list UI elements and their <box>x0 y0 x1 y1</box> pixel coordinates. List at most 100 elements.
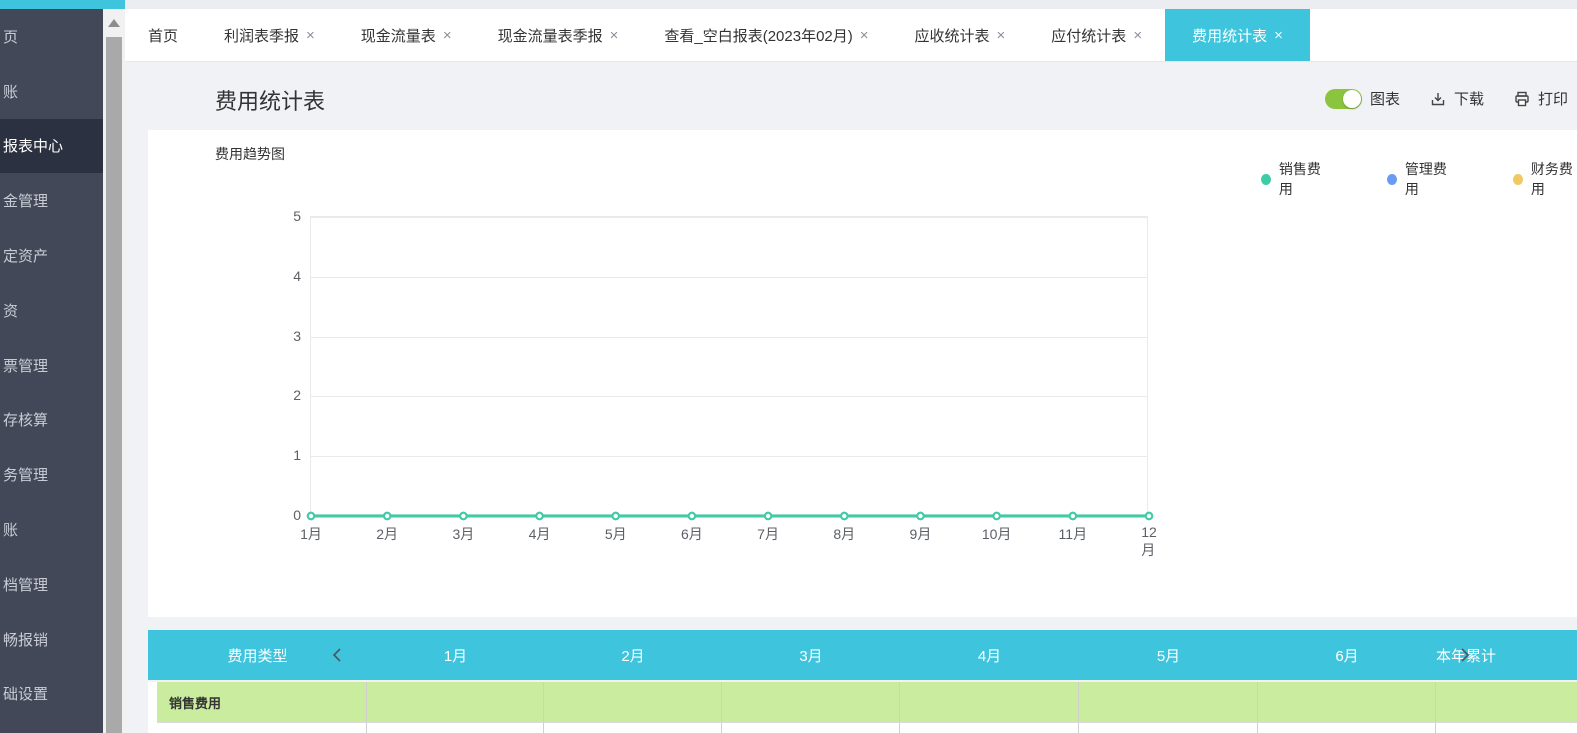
column-header-3: 3月 <box>799 647 823 665</box>
sidebar-item-7[interactable]: 存核算 <box>3 412 49 430</box>
legend-dot-icon <box>1513 173 1523 185</box>
sidebar-item-8[interactable]: 务管理 <box>3 467 49 485</box>
line-chart-plot: 0 1 2 3 4 5 1月 2月 3月 4月 5月 6月 7月 8月 9月 10月 11月 12月 <box>293 208 1157 558</box>
x-axis-tick-label: 5月 <box>604 526 627 542</box>
scrollbar-up-arrow-icon[interactable] <box>108 19 120 27</box>
sidebar-item-10[interactable]: 档管理 <box>3 576 49 594</box>
tab-0[interactable]: 首页 <box>125 9 201 61</box>
tab-bar: 首页 利润表季报 × 现金流量表 × 现金流量表季报 × 查看_空白报表(2023年02月) ×… <box>125 9 1577 62</box>
table-cell: 销售费用 <box>157 682 367 722</box>
table-row-0[interactable]: 销售费用 <box>157 682 1577 722</box>
expense-table: 费用类型 1月 2月 3月 4月 5月 6月 本年累计 销售费用 <box>148 630 1577 733</box>
tab-label: 应付统计表 <box>1051 27 1127 45</box>
toggle-knob <box>1343 89 1361 108</box>
print-button[interactable]: 打印 <box>1514 88 1568 109</box>
series-line-销售费用 <box>306 511 1154 521</box>
toolbar: 图表 下载 打印 <box>1325 88 1568 109</box>
tab-label: 利润表季报 <box>224 27 300 45</box>
y-axis-tick-label: 3 <box>293 327 301 344</box>
legend-item-2[interactable]: 财务费用 <box>1513 159 1577 199</box>
legend-item-1[interactable]: 管理费用 <box>1387 159 1455 199</box>
sidebar-item-0[interactable]: 页 <box>3 28 19 46</box>
sidebar-item-9[interactable]: 账 <box>3 522 19 540</box>
legend-dot-icon <box>1261 173 1271 185</box>
download-icon <box>1430 91 1446 107</box>
y-axis-tick-label: 4 <box>293 267 301 284</box>
sidebar-item-6[interactable]: 票管理 <box>3 357 49 375</box>
tab-4[interactable]: 查看_空白报表(2023年02月) × <box>641 9 891 61</box>
table-cell <box>1436 682 1577 722</box>
tab-label: 应收统计表 <box>914 27 990 45</box>
table-cell <box>1258 682 1436 722</box>
table-cell <box>1079 682 1258 722</box>
legend-label: 销售费用 <box>1278 161 1321 197</box>
column-header-1: 1月 <box>443 647 468 665</box>
chart-title: 费用趋势图 <box>215 146 285 162</box>
column-header-2: 2月 <box>621 647 645 665</box>
sidebar-item-5[interactable]: 资 <box>3 302 19 320</box>
tab-label: 现金流量表季报 <box>497 27 603 45</box>
x-axis-tick-label: 8月 <box>833 526 856 542</box>
legend-dot-icon <box>1387 173 1397 185</box>
y-axis-tick-label: 0 <box>293 507 301 523</box>
table-cell <box>900 723 1079 733</box>
tab-close-icon[interactable]: × <box>442 26 452 44</box>
grid-line <box>311 217 1147 218</box>
grid-line <box>311 336 1147 338</box>
top-accent-strip <box>0 0 125 9</box>
legend-label: 管理费用 <box>1404 161 1447 197</box>
chart-toggle-label: 图表 <box>1370 91 1401 108</box>
next-month-icon[interactable] <box>1460 647 1470 663</box>
tab-3[interactable]: 现金流量表季报 × <box>475 9 642 61</box>
tab-1[interactable]: 利润表季报 × <box>201 9 338 61</box>
legend-item-0[interactable]: 销售费用 <box>1261 159 1329 199</box>
sidebar-item-11[interactable]: 畅报销 <box>3 631 49 649</box>
grid-line <box>311 456 1147 458</box>
prev-month-icon[interactable] <box>332 647 342 663</box>
tab-5[interactable]: 应收统计表 × <box>892 9 1029 61</box>
grid-line <box>311 276 1147 278</box>
sidebar-item-1[interactable]: 账 <box>3 83 19 101</box>
x-axis-tick-label: 3月 <box>452 526 475 542</box>
tab-label: 费用统计表 <box>1192 27 1268 45</box>
sidebar: 页账报表中心 金管理 定资产资票管理 存核算 务管理账档管理 畅报销 础设置 <box>0 9 103 733</box>
column-header-5: 5月 <box>1156 647 1181 665</box>
table-cell <box>900 682 1079 722</box>
tab-label: 首页 <box>148 27 179 45</box>
download-button[interactable]: 下载 <box>1430 88 1484 109</box>
column-header-6: 6月 <box>1335 647 1359 665</box>
sidebar-item-2[interactable]: 报表中心 <box>0 118 103 174</box>
main-area: 首页 利润表季报 × 现金流量表 × 现金流量表季报 × 查看_空白报表(2023年02月) ×… <box>125 0 1577 733</box>
tab-close-icon[interactable]: × <box>306 26 315 44</box>
table-row-1[interactable] <box>157 722 1577 733</box>
x-axis-tick-label: 9月 <box>909 526 932 542</box>
y-axis-tick-label: 2 <box>293 387 301 404</box>
tab-close-icon[interactable]: × <box>1274 26 1283 44</box>
x-axis-tick-label: 12月 <box>1141 524 1157 558</box>
chart-toggle-switch[interactable] <box>1325 88 1362 109</box>
tab-2[interactable]: 现金流量表 × <box>338 9 475 61</box>
table-cell <box>367 682 544 722</box>
table-cell <box>1258 723 1436 733</box>
sidebar-item-4[interactable]: 定资产 <box>3 248 49 266</box>
tab-6[interactable]: 应付统计表 × <box>1028 9 1165 61</box>
table-cell <box>1079 723 1258 733</box>
scrollbar-thumb[interactable] <box>106 37 122 733</box>
table-cell <box>157 723 367 733</box>
chart-panel: 费用趋势图 销售费用 管理费用 财务费用 0 1 2 3 4 5 1月 2月 3月 4月 5月 6月 7月 8… <box>148 130 1577 617</box>
x-axis-tick-label: 7月 <box>757 526 779 542</box>
sidebar-scrollbar[interactable] <box>103 9 125 733</box>
tab-7[interactable]: 费用统计表 × <box>1165 9 1310 61</box>
table-cell <box>722 723 900 733</box>
sidebar-item-3[interactable]: 金管理 <box>3 193 49 211</box>
tab-close-icon[interactable]: × <box>996 26 1006 44</box>
tab-close-icon[interactable]: × <box>1133 26 1143 44</box>
column-header-0: 费用类型 <box>227 647 288 665</box>
x-axis-tick-label: 10月 <box>981 526 1012 542</box>
tab-close-icon[interactable]: × <box>609 26 619 44</box>
chart-toggle-group: 图表 <box>1325 88 1400 109</box>
tab-close-icon[interactable]: × <box>859 26 869 44</box>
x-axis-tick-label: 1月 <box>300 526 322 542</box>
sidebar-item-12[interactable]: 础设置 <box>3 686 49 704</box>
table-cell <box>544 723 722 733</box>
